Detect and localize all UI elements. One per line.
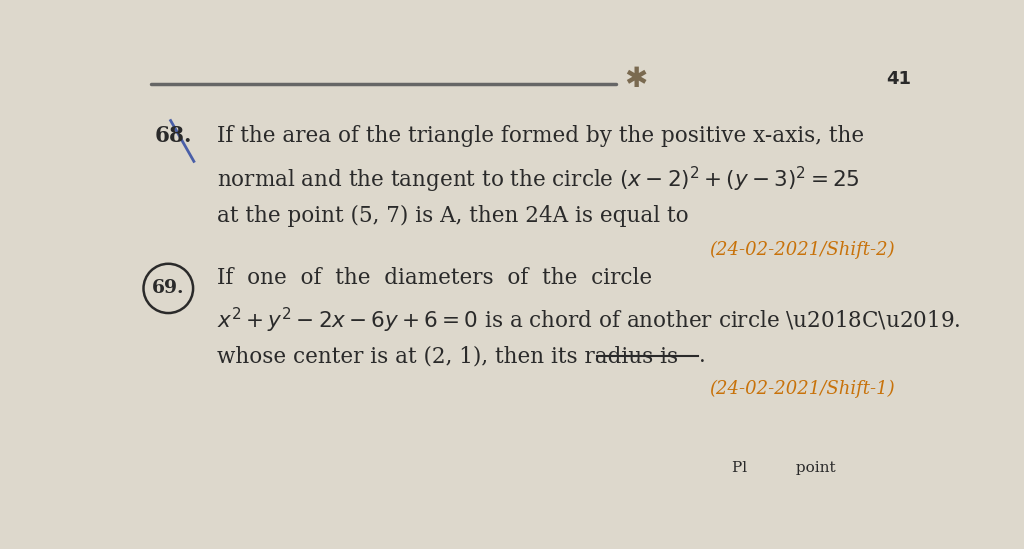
- Text: .: .: [699, 345, 706, 367]
- Text: $x^2+y^2-2x-6y+6=0$ is a chord of another circle \u2018C\u2019.: $x^2+y^2-2x-6y+6=0$ is a chord of anothe…: [217, 305, 961, 334]
- Text: ✱: ✱: [624, 65, 647, 93]
- Text: (24-02-2021/Shift-2): (24-02-2021/Shift-2): [710, 240, 895, 259]
- Text: 69.: 69.: [152, 279, 184, 298]
- Text: at the point (5, 7) is A, then 24A is equal to: at the point (5, 7) is A, then 24A is eq…: [217, 205, 689, 227]
- Text: whose center is at (2, 1), then its radius is: whose center is at (2, 1), then its radi…: [217, 345, 678, 367]
- Text: 68.: 68.: [155, 125, 193, 147]
- Text: Pl          point: Pl point: [732, 461, 837, 475]
- Text: (24-02-2021/Shift-1): (24-02-2021/Shift-1): [710, 379, 895, 397]
- Text: normal and the tangent to the circle $(x-2)^2+(y-3)^2=25$: normal and the tangent to the circle $(x…: [217, 165, 860, 195]
- Text: If  one  of  the  diameters  of  the  circle: If one of the diameters of the circle: [217, 267, 652, 289]
- Text: 41: 41: [886, 70, 910, 88]
- Text: If the area of the triangle formed by the positive x-axis, the: If the area of the triangle formed by th…: [217, 125, 864, 147]
